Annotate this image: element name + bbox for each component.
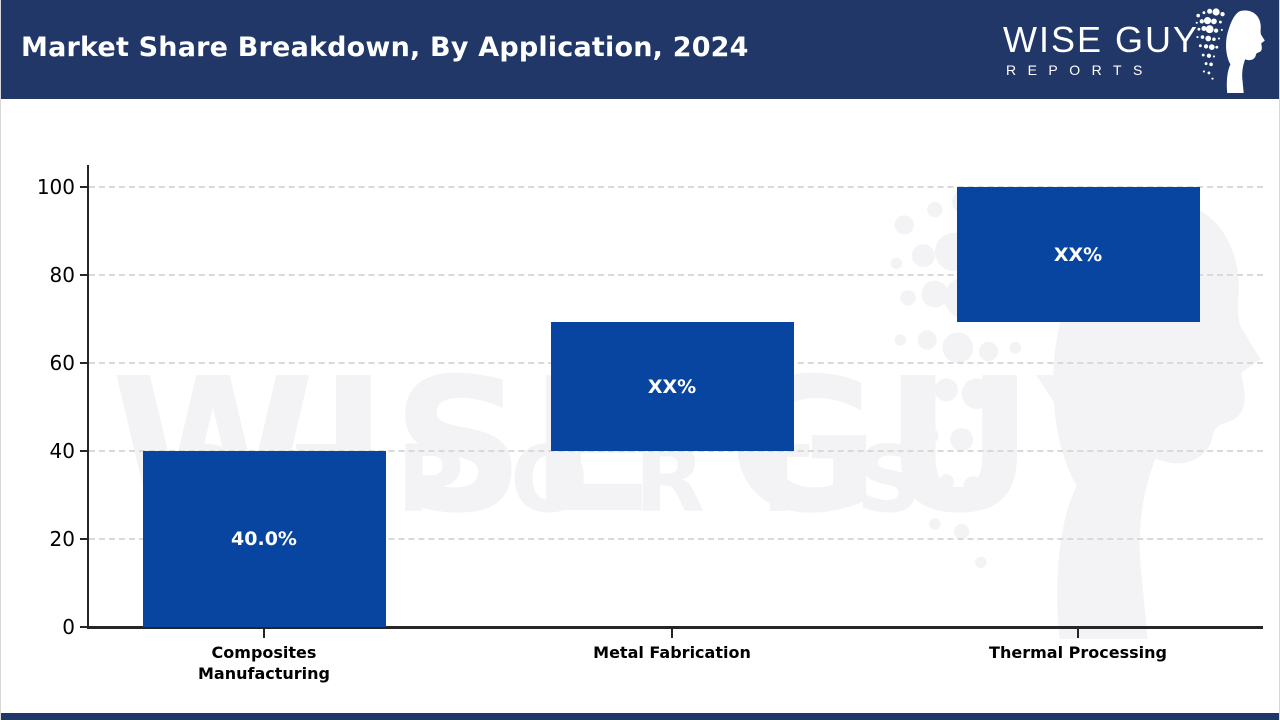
- y-tick-label: 80: [49, 263, 75, 287]
- y-axis-line: [87, 165, 89, 629]
- bar-value-label: 40.0%: [231, 528, 297, 550]
- plot-area: 0 20 40 60 80 100 40.0% Composites Manufacturin…: [37, 165, 1263, 683]
- x-tick-mark: [263, 629, 265, 638]
- y-tick-mark: [80, 538, 87, 540]
- bar-segment: XX%: [550, 322, 794, 451]
- gridline: [89, 538, 1263, 540]
- gridline: [89, 274, 1263, 276]
- x-tick-label: Metal Fabrication: [547, 642, 797, 663]
- x-tick-label-text: Composites Manufacturing: [198, 643, 330, 683]
- y-tick-mark: [80, 450, 87, 452]
- y-tick-label: 0: [62, 615, 75, 639]
- y-tick-mark: [80, 626, 87, 628]
- y-tick-label: 40: [49, 439, 75, 463]
- y-tick-mark: [80, 186, 87, 188]
- x-tick-label-text: Metal Fabrication: [593, 643, 751, 662]
- x-axis-line: [87, 626, 1263, 629]
- logo-face-icon: [1193, 7, 1265, 93]
- y-tick-mark: [80, 362, 87, 364]
- y-tick-mark: [80, 274, 87, 276]
- x-tick-label-text: Thermal Processing: [989, 643, 1167, 662]
- bar-value-label: XX%: [1053, 243, 1103, 266]
- logo-wordmark: WISE GUY: [1002, 18, 1199, 60]
- bar-segment: 40.0%: [142, 451, 386, 627]
- gridline: [89, 450, 1263, 452]
- x-tick-label: Composites Manufacturing: [139, 642, 389, 684]
- logo: WISE GUY REPORTS: [1003, 7, 1265, 93]
- y-tick-label: 60: [49, 351, 75, 375]
- y-tick-label: 20: [49, 527, 75, 551]
- header: Market Share Breakdown, By Application, …: [1, 0, 1279, 99]
- footer-bar: [1, 713, 1279, 720]
- bar-value-label: XX%: [647, 375, 697, 398]
- logo-subtext: REPORTS: [1005, 61, 1154, 78]
- page-title: Market Share Breakdown, By Application, …: [21, 32, 749, 63]
- y-tick-label: 100: [36, 175, 75, 199]
- x-tick-label: Thermal Processing: [953, 642, 1203, 663]
- x-tick-mark: [671, 629, 673, 638]
- bar-segment: XX%: [956, 187, 1200, 323]
- x-tick-mark: [1077, 629, 1079, 638]
- logo-text: WISE GUY REPORTS: [1002, 18, 1199, 78]
- chart-area: WISE GUY REPORTS 0 20 40 60 80 100 40.0% Compos…: [1, 99, 1279, 713]
- gridline: [89, 186, 1263, 188]
